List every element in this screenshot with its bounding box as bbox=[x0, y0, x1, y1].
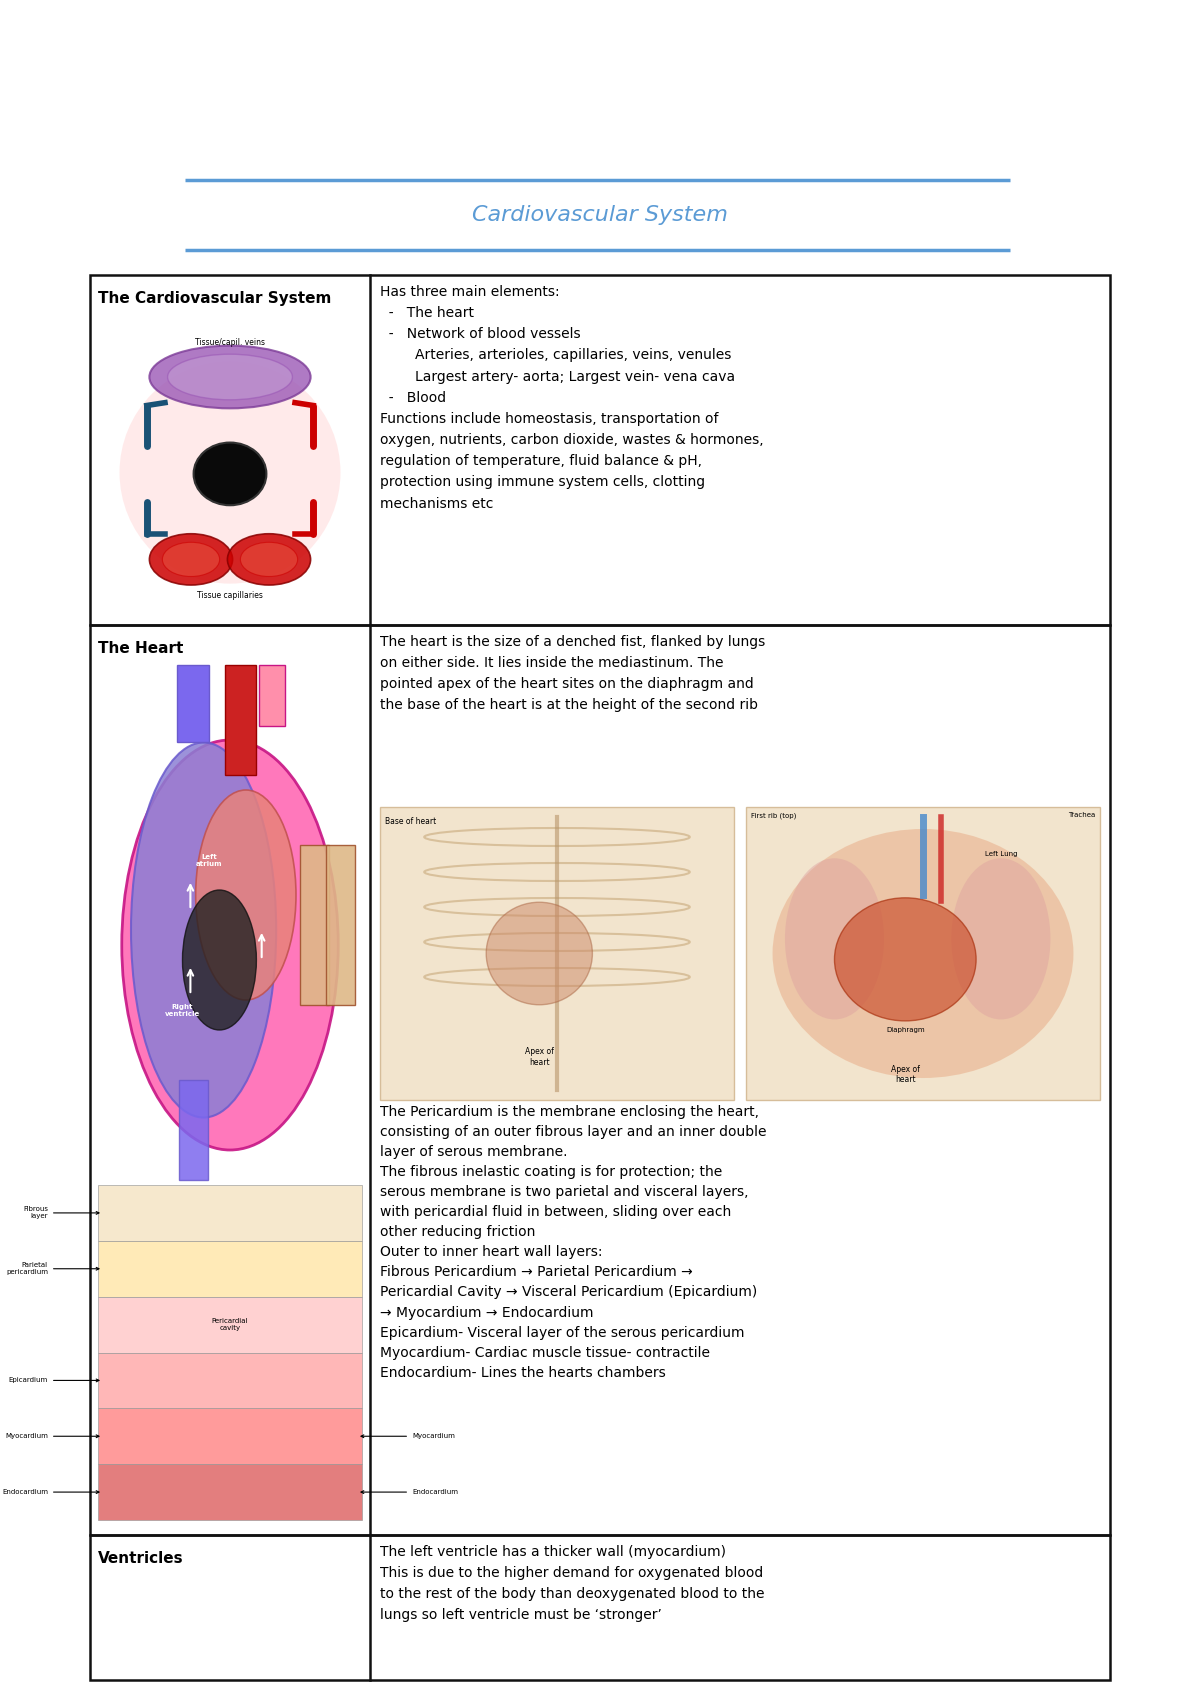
Bar bbox=[98, 1464, 362, 1520]
Bar bbox=[380, 807, 734, 1100]
Bar bbox=[259, 666, 286, 725]
Text: Cardiovascular System: Cardiovascular System bbox=[472, 205, 728, 226]
Bar bbox=[98, 1297, 362, 1353]
Text: Pericardial
cavity: Pericardial cavity bbox=[211, 1318, 248, 1331]
Text: Fibrous
layer: Fibrous layer bbox=[23, 1206, 98, 1219]
Bar bbox=[98, 1353, 362, 1408]
Ellipse shape bbox=[196, 790, 296, 1000]
Ellipse shape bbox=[162, 542, 220, 577]
Text: Right
ventricle: Right ventricle bbox=[164, 1004, 200, 1017]
Text: First rib (top): First rib (top) bbox=[751, 812, 797, 818]
Bar bbox=[178, 666, 209, 742]
Text: Ventricles: Ventricles bbox=[98, 1550, 184, 1566]
Ellipse shape bbox=[773, 829, 1074, 1078]
Bar bbox=[179, 1080, 208, 1180]
Text: Diaphragm: Diaphragm bbox=[886, 1027, 925, 1032]
Bar bbox=[326, 846, 355, 1005]
Text: Epicardium: Epicardium bbox=[8, 1377, 98, 1384]
Text: Myocardium: Myocardium bbox=[361, 1433, 455, 1440]
Text: The Cardiovascular System: The Cardiovascular System bbox=[98, 290, 331, 306]
Text: The Pericardium is the membrane enclosing the heart,
consisting of an outer fibr: The Pericardium is the membrane enclosin… bbox=[380, 1105, 767, 1380]
Text: Endocardium: Endocardium bbox=[2, 1489, 98, 1494]
Text: Endocardium: Endocardium bbox=[361, 1489, 458, 1494]
Bar bbox=[224, 666, 257, 774]
Ellipse shape bbox=[168, 355, 293, 399]
Ellipse shape bbox=[952, 857, 1050, 1019]
Ellipse shape bbox=[228, 533, 311, 586]
Ellipse shape bbox=[193, 443, 266, 506]
Text: Tissue/capil. veins: Tissue/capil. veins bbox=[194, 338, 265, 348]
Text: Apex of
heart: Apex of heart bbox=[890, 1065, 919, 1085]
Text: Has three main elements:
  -   The heart
  -   Network of blood vessels
        : Has three main elements: - The heart - N… bbox=[380, 285, 763, 511]
Text: Tissue capillaries: Tissue capillaries bbox=[197, 591, 263, 599]
Text: Parietal
pericardium: Parietal pericardium bbox=[6, 1262, 98, 1275]
Bar bbox=[98, 1408, 362, 1464]
Text: Apex of
heart: Apex of heart bbox=[524, 1048, 553, 1066]
Text: Myocardium: Myocardium bbox=[5, 1433, 98, 1440]
Text: Left Lung: Left Lung bbox=[985, 851, 1018, 857]
Bar bbox=[98, 1241, 362, 1297]
Ellipse shape bbox=[834, 898, 976, 1020]
Bar bbox=[300, 846, 329, 1005]
Text: The left ventricle has a thicker wall (myocardium)
This is due to the higher dem: The left ventricle has a thicker wall (m… bbox=[380, 1545, 764, 1623]
Text: Base of heart: Base of heart bbox=[385, 817, 437, 825]
Ellipse shape bbox=[131, 742, 276, 1117]
Text: The Heart: The Heart bbox=[98, 642, 184, 655]
Bar bbox=[746, 807, 1100, 1100]
Text: Left
atrium: Left atrium bbox=[196, 854, 222, 866]
Ellipse shape bbox=[240, 542, 298, 577]
Ellipse shape bbox=[150, 346, 311, 408]
Ellipse shape bbox=[785, 857, 884, 1019]
Text: The heart is the size of a denched fist, flanked by lungs
on either side. It lie: The heart is the size of a denched fist,… bbox=[380, 635, 766, 713]
Ellipse shape bbox=[120, 362, 341, 584]
Ellipse shape bbox=[121, 740, 338, 1150]
Ellipse shape bbox=[149, 533, 233, 586]
Ellipse shape bbox=[182, 890, 257, 1031]
Text: Trachea: Trachea bbox=[1068, 812, 1096, 818]
Bar bbox=[98, 1185, 362, 1241]
Ellipse shape bbox=[486, 902, 593, 1005]
